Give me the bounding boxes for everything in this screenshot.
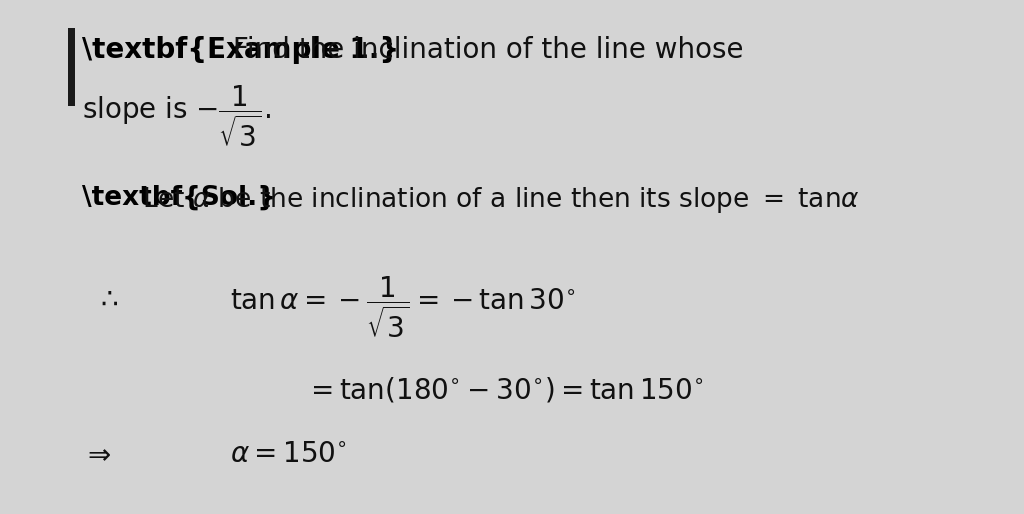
Text: Let $\alpha$ be the inclination of a line then its slope $=$ tan$\alpha$: Let $\alpha$ be the inclination of a lin… — [134, 185, 860, 215]
Text: $\alpha = 150^{\circ}$: $\alpha = 150^{\circ}$ — [230, 440, 347, 468]
Text: $\Rightarrow$: $\Rightarrow$ — [82, 440, 112, 468]
Bar — [68, 28, 75, 106]
Text: \textbf{Example 1.}: \textbf{Example 1.} — [82, 36, 399, 64]
Text: slope is $-\dfrac{1}{\sqrt{3}}.$: slope is $-\dfrac{1}{\sqrt{3}}.$ — [82, 84, 271, 150]
Text: $\therefore$: $\therefore$ — [95, 285, 119, 313]
Text: Find the inclination of the line whose: Find the inclination of the line whose — [224, 36, 743, 64]
Text: $= \tan(180^{\circ} - 30^{\circ}) = \tan 150^{\circ}$: $= \tan(180^{\circ} - 30^{\circ}) = \tan… — [305, 375, 703, 404]
Text: $\tan\alpha = -\dfrac{1}{\sqrt{3}} = -\tan 30^{\circ}$: $\tan\alpha = -\dfrac{1}{\sqrt{3}} = -\t… — [230, 275, 575, 340]
Text: \textbf{Sol.}: \textbf{Sol.} — [82, 185, 276, 211]
